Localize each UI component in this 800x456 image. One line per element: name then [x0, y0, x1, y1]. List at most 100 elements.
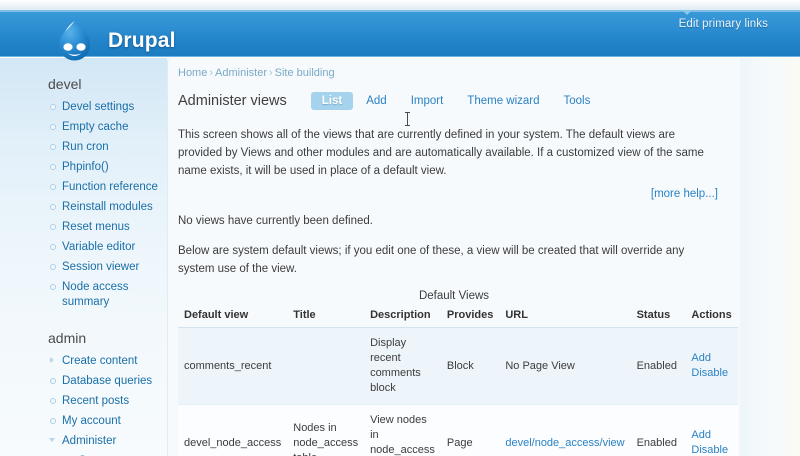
list-item: Run cron	[0, 137, 167, 157]
breadcrumb-separator: ›	[209, 67, 214, 79]
sidebar-item-recent-posts[interactable]: Recent posts	[0, 391, 167, 411]
list-item: Empty cache	[0, 117, 167, 137]
table-body: comments_recent Display recent comments …	[178, 327, 738, 456]
cell-actions: Add Disable	[685, 404, 738, 456]
site-header-band	[0, 10, 800, 57]
list-item: Phpinfo()	[0, 157, 167, 177]
list-item: Session viewer	[0, 257, 167, 277]
table-row: comments_recent Display recent comments …	[178, 327, 738, 405]
cell-status: Enabled	[630, 404, 686, 456]
list-item: Node access summary	[0, 277, 167, 312]
cell-actions: Add Disable	[685, 327, 738, 405]
column-header-status: Status	[630, 309, 686, 328]
intro-paragraph: This screen shows all of the views that …	[178, 129, 704, 177]
cell-url: No Page View	[499, 327, 631, 405]
list-item: My account	[0, 411, 167, 431]
list-item: Reset menus	[0, 217, 167, 237]
view-tabs: List Add Import Theme wizard Tools	[310, 92, 602, 110]
action-add-link[interactable]: Add	[691, 429, 711, 441]
tab-list[interactable]: List	[310, 92, 354, 110]
cell-description: Display recent comments block	[364, 327, 441, 405]
sidebar-block-admin: admin Create content Database queries Re…	[0, 330, 167, 456]
list-item: Database queries	[0, 371, 167, 391]
column-header-description: Description	[364, 309, 441, 328]
sidebar-item-reset-menus[interactable]: Reset menus	[0, 217, 167, 237]
cell-default-view: comments_recent	[178, 327, 288, 405]
cell-title: Nodes in node_access table	[287, 404, 365, 456]
page-right-gutter	[740, 58, 800, 456]
column-header-provides: Provides	[440, 309, 500, 328]
sidebar-item-database-queries[interactable]: Database queries	[0, 371, 167, 391]
cell-url-link[interactable]: devel/node_access/view	[505, 436, 625, 449]
action-add-link[interactable]: Add	[691, 352, 711, 364]
breadcrumb-item-home[interactable]: Home	[178, 67, 208, 79]
list-item: Function reference	[0, 177, 167, 197]
sidebar-item-administer[interactable]: Administer	[0, 431, 167, 451]
sidebar-submenu-administer: Content management Site building	[0, 451, 167, 456]
help-text-block: This screen shows all of the views that …	[168, 116, 740, 180]
sidebar-item-empty-cache[interactable]: Empty cache	[0, 117, 167, 137]
table-row: devel_node_access Nodes in node_access t…	[178, 404, 738, 456]
site-branding[interactable]: Drupal	[54, 17, 176, 64]
list-item: Reinstall modules	[0, 197, 167, 217]
cell-status: Enabled	[630, 327, 686, 405]
column-header-title: Title	[287, 309, 365, 328]
list-item: Devel settings	[0, 97, 167, 117]
breadcrumb: Home › Administer › Site building	[168, 58, 740, 86]
sidebar-block-devel: devel Devel settings Empty cache Run cro…	[0, 76, 167, 312]
tab-import[interactable]: Import	[410, 95, 444, 107]
sidebar-item-run-cron[interactable]: Run cron	[0, 137, 167, 157]
page-header-row: Administer views List Add Import Theme w…	[168, 86, 740, 116]
no-views-message: No views have currently been defined.	[178, 215, 373, 227]
cell-default-view: devel_node_access	[178, 404, 288, 456]
list-item: Administer Content management Site build…	[0, 431, 167, 456]
list-item: Recent posts	[0, 391, 167, 411]
sidebar-item-variable-editor[interactable]: Variable editor	[0, 237, 167, 257]
site-name: Drupal	[108, 28, 176, 52]
cell-provides: Block	[440, 327, 500, 405]
breadcrumb-separator: ›	[268, 67, 273, 79]
action-toggle-link[interactable]: Disable	[691, 367, 729, 379]
column-header-actions: Actions	[685, 309, 738, 328]
sidebar-item-reinstall-modules[interactable]: Reinstall modules	[0, 197, 167, 217]
sidebar-item-phpinfo[interactable]: Phpinfo()	[0, 157, 167, 177]
sidebar-item-session-viewer[interactable]: Session viewer	[0, 257, 167, 277]
sidebar-item-function-reference[interactable]: Function reference	[0, 177, 167, 197]
table-header-row: Default view Title Description Provides …	[178, 309, 738, 328]
header-notch-marker	[682, 10, 692, 15]
cell-url: devel/node_access/view	[499, 404, 631, 456]
tab-add[interactable]: Add	[366, 95, 387, 107]
breadcrumb-item-administer[interactable]: Administer	[215, 67, 267, 79]
table-head: Default view Title Description Provides …	[178, 309, 738, 328]
cell-provides: Page	[440, 404, 500, 456]
column-header-url: URL	[499, 309, 631, 328]
default-views-note: Below are system default views; if you e…	[178, 245, 685, 275]
tab-theme-wizard[interactable]: Theme wizard	[467, 95, 540, 107]
more-help-link[interactable]: [more help...]	[650, 188, 718, 200]
breadcrumb-item-site-building[interactable]: Site building	[274, 67, 335, 79]
page-top-edge	[0, 0, 800, 10]
views-status-block: No views have currently been defined. Be…	[168, 200, 740, 278]
column-header-default-view: Default view	[178, 309, 288, 328]
tab-tools[interactable]: Tools	[563, 95, 591, 107]
list-item: Variable editor	[0, 237, 167, 257]
cell-description: View nodes in node_access table	[364, 404, 441, 456]
table-caption: Default Views	[418, 290, 490, 302]
sidebar-item-content-management[interactable]: Content management	[0, 451, 167, 456]
list-item: Create content	[0, 351, 167, 371]
action-toggle-link[interactable]: Disable	[691, 444, 729, 456]
sidebar-item-node-access-summary[interactable]: Node access summary	[0, 277, 167, 312]
sidebar-block-title-devel: devel	[48, 76, 82, 92]
sidebar-item-create-content[interactable]: Create content	[0, 351, 167, 371]
default-views-table: Default view Title Description Provides …	[178, 309, 738, 456]
sidebar-item-devel-settings[interactable]: Devel settings	[0, 97, 167, 117]
left-sidebar: devel Devel settings Empty cache Run cro…	[0, 58, 167, 456]
sidebar-menu-admin: Create content Database queries Recent p…	[0, 351, 167, 456]
page-title: Administer views	[178, 93, 287, 109]
sidebar-block-title-admin: admin	[48, 330, 87, 346]
edit-primary-links-link[interactable]: Edit primary links	[678, 18, 768, 30]
list-item: Content management	[0, 451, 167, 456]
drupal-drop-logo-icon	[54, 19, 95, 64]
sidebar-item-my-account[interactable]: My account	[0, 411, 167, 431]
